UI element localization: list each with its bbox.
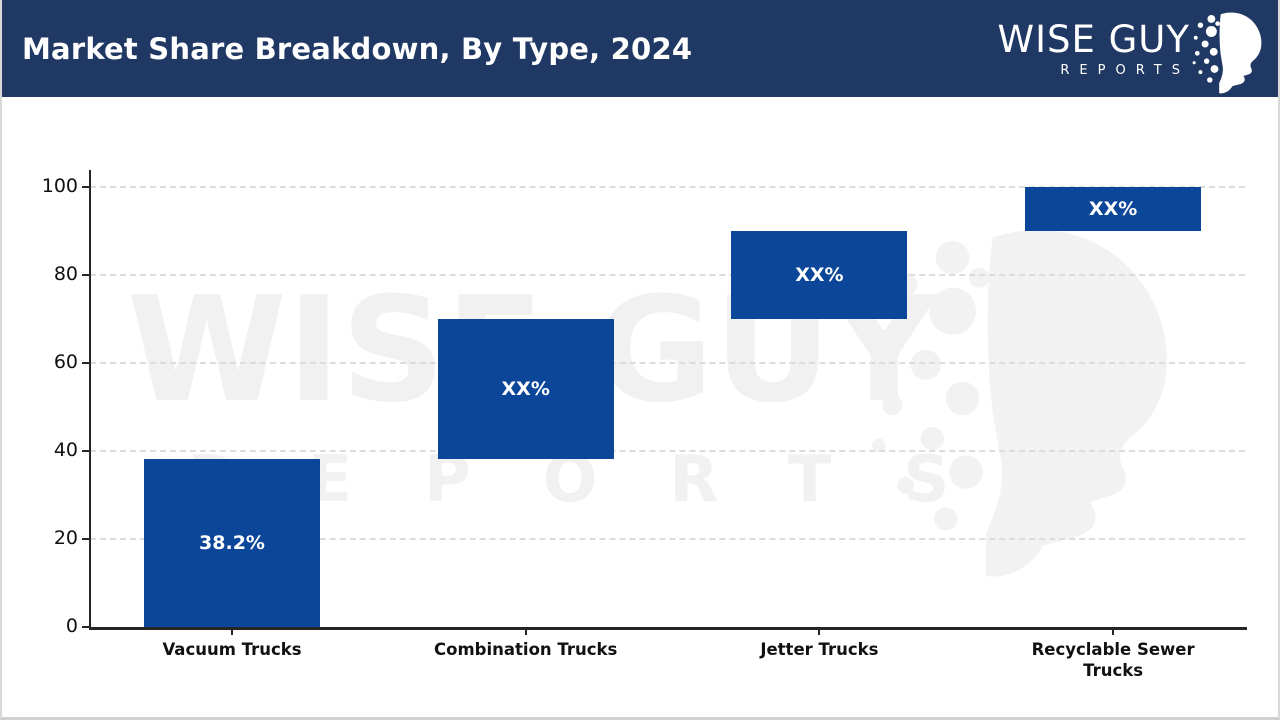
gridline [90, 274, 1245, 276]
y-tick [82, 274, 90, 276]
x-axis-spine [89, 627, 1247, 630]
bar-jetter-trucks: XX% [731, 231, 908, 319]
bar-value-label: XX% [501, 377, 550, 400]
gridline [90, 538, 1245, 540]
y-tick [82, 450, 90, 452]
x-axis-category-label: Jetter Trucks [760, 640, 879, 659]
bar-combination-trucks: XX% [437, 319, 614, 459]
wiseguy-face-icon [1192, 12, 1262, 94]
wiseguy-logo: WISE GUY REPORTS [998, 6, 1268, 94]
x-axis-category-label: Recyclable Sewer Trucks [1031, 640, 1195, 680]
page-title: Market Share Breakdown, By Type, 2024 [22, 31, 693, 66]
x-axis-category-label: Combination Trucks [434, 640, 618, 659]
watermark-face-icon [872, 229, 1167, 577]
bar-value-label: XX% [1088, 198, 1138, 220]
x-tick [524, 627, 527, 635]
bar-recyclable-sewer-trucks: XX% [1025, 187, 1202, 231]
y-axis-tick-label: 60 [53, 351, 78, 373]
gridline [90, 362, 1245, 364]
y-tick [82, 626, 90, 628]
wiseguy-logo-text: WISE GUY REPORTS [997, 18, 1190, 78]
wiseguy-logo-wordmark: WISE GUY [997, 18, 1190, 61]
y-axis-tick-label: 20 [53, 527, 78, 549]
y-axis-tick-label: 100 [41, 175, 78, 197]
x-tick [1112, 627, 1115, 635]
y-axis-tick-label: 40 [53, 439, 78, 461]
y-tick [82, 362, 90, 364]
bar-vacuum-trucks: 38.2% [144, 458, 320, 627]
x-tick [818, 627, 821, 635]
gridline [90, 186, 1245, 188]
y-tick [82, 186, 90, 188]
x-tick [231, 627, 233, 635]
x-axis-category-label: Vacuum Trucks [162, 640, 302, 659]
bar-value-label: 38.2% [199, 531, 265, 554]
wiseguy-logo-subtitle: REPORTS [1060, 62, 1190, 78]
y-axis-spine [89, 170, 91, 629]
bar-value-label: XX% [795, 264, 844, 286]
y-axis-tick-label: 0 [65, 615, 78, 637]
gridline [90, 450, 1245, 452]
y-axis-tick-label: 80 [53, 263, 78, 285]
y-tick [82, 538, 90, 540]
header-band: Market Share Breakdown, By Type, 2024 WI… [2, 0, 1278, 97]
